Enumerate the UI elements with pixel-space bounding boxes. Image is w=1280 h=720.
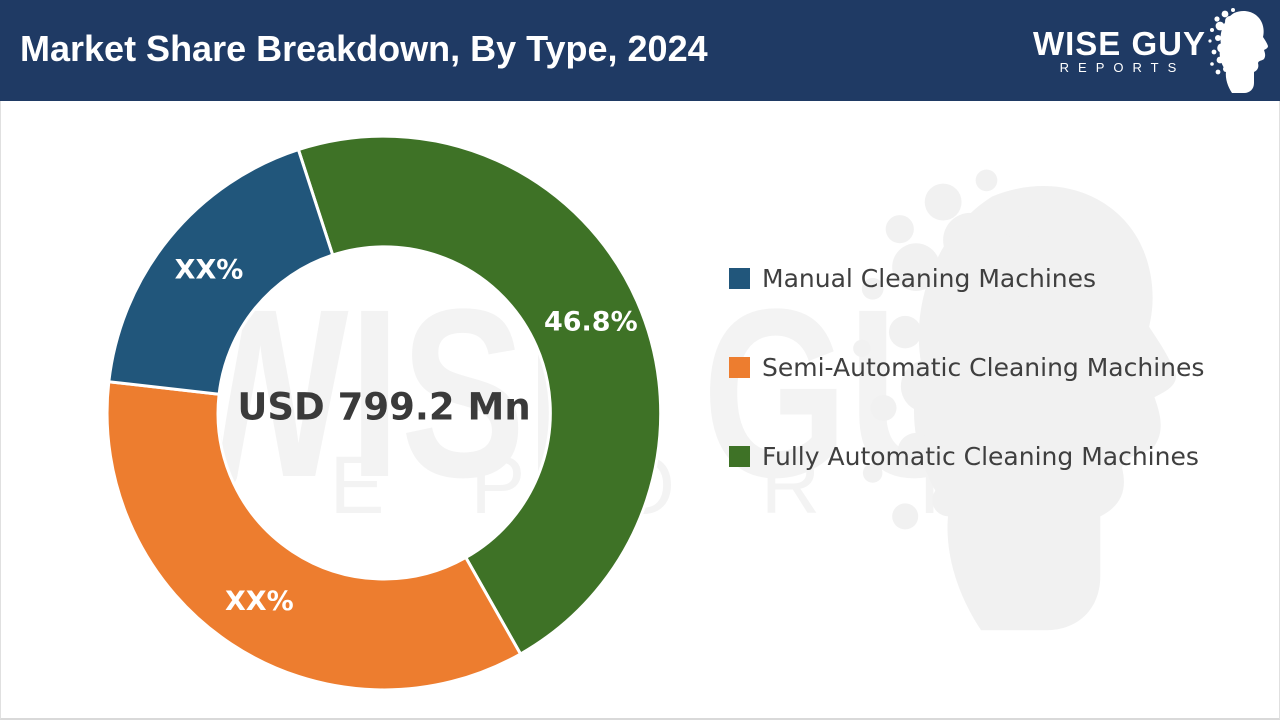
legend-item-fully-automatic: Fully Automatic Cleaning Machines [729,443,1204,470]
logo: WISE GUY REPORTS [1033,4,1270,98]
chart-legend: Manual Cleaning Machines Semi-Automatic … [729,265,1204,532]
donut-chart: 46.8% XX% XX% USD 799.2 Mn [105,134,663,692]
logo-text: WISE GUY REPORTS [1032,24,1206,75]
legend-swatch-semi-automatic [729,357,750,378]
page-title: Market Share Breakdown, By Type, 2024 [20,27,708,69]
legend-label: Fully Automatic Cleaning Machines [762,442,1199,471]
slice-label: XX% [225,586,294,617]
header-bar: Market Share Breakdown, By Type, 2024 WI… [0,0,1280,101]
legend-item-semi-automatic: Semi-Automatic Cleaning Machines [729,354,1204,381]
legend-label: Semi-Automatic Cleaning Machines [762,353,1205,382]
donut-slice [107,148,335,396]
legend-swatch-fully-automatic [729,446,750,467]
chart-area: WISE GUY REPORTS 46.8%XX%XX% USD 799.2 M… [0,101,1280,720]
legend-item-manual: Manual Cleaning Machines [729,265,1204,292]
donut-slice [105,380,522,692]
logo-subtext: REPORTS [1059,59,1186,75]
slice-label: XX% [175,255,244,286]
legend-label: Manual Cleaning Machines [762,264,1097,293]
logo-face-icon [1208,7,1268,93]
donut-slices [105,134,663,692]
donut-slice-labels: 46.8% XX% XX% [175,255,638,618]
legend-swatch-manual [729,268,750,289]
chart-center-value: USD 799.2 Mn [237,386,530,429]
donut-slice [296,134,663,656]
slice-label: 46.8% [544,306,638,337]
logo-wordmark: WISE GUY [1032,24,1206,62]
